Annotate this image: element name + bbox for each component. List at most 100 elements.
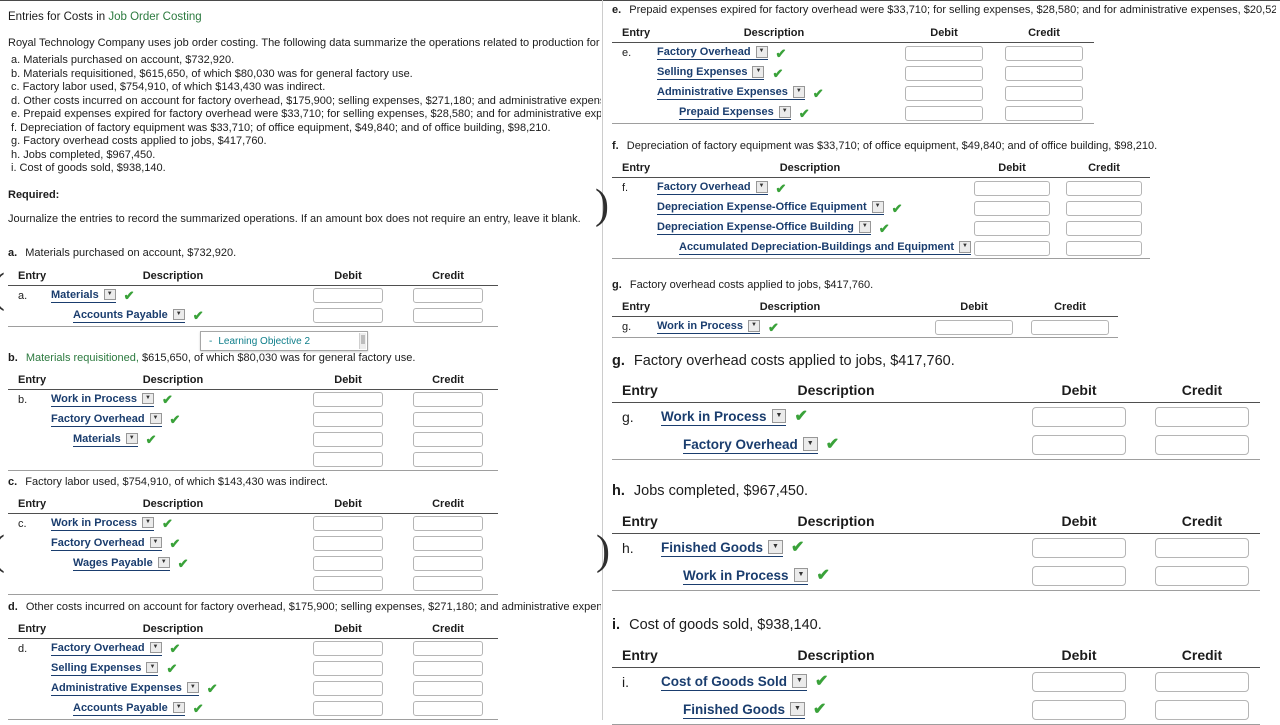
debit-input[interactable] — [313, 681, 383, 696]
debit-input[interactable] — [1032, 538, 1126, 558]
debit-input[interactable] — [905, 45, 983, 61]
account-select[interactable]: Work in Process ▼ — [683, 568, 809, 585]
debit-input[interactable] — [313, 432, 383, 447]
account-select[interactable]: Administrative Expenses ▼ — [657, 86, 805, 100]
account-select-value: Depreciation Expense-Office Building — [657, 221, 854, 233]
account-select[interactable]: Finished Goods ▼ — [683, 702, 805, 719]
credit-input[interactable] — [1155, 700, 1249, 720]
account-select[interactable]: Materials ▼ — [73, 433, 138, 447]
account-select[interactable]: Administrative Expenses ▼ — [51, 682, 199, 696]
credit-input[interactable] — [1155, 407, 1249, 427]
debit-input[interactable] — [974, 180, 1050, 196]
credit-input[interactable] — [1005, 65, 1083, 81]
debit-input[interactable] — [974, 240, 1050, 256]
account-select[interactable]: Factory Overhead ▼ — [657, 181, 768, 195]
account-select[interactable]: Cost of Goods Sold ▼ — [661, 674, 807, 691]
account-select[interactable]: Accumulated Depreciation-Buildings and E… — [679, 241, 971, 255]
credit-input[interactable] — [1066, 180, 1142, 196]
debit-input[interactable] — [313, 661, 383, 676]
debit-input[interactable] — [1032, 672, 1126, 692]
credit-input[interactable] — [1031, 319, 1109, 335]
entry-column-header: Entry — [622, 382, 658, 398]
journal-row: i. Cost of Goods Sold ▼ ✔ — [612, 668, 1260, 696]
account-select[interactable]: Work in Process ▼ — [51, 393, 154, 407]
debit-input[interactable] — [313, 556, 383, 571]
credit-input[interactable] — [413, 701, 483, 716]
credit-input[interactable] — [413, 641, 483, 656]
debit-input[interactable] — [313, 536, 383, 551]
debit-input[interactable] — [974, 200, 1050, 216]
page-title-link[interactable]: Job Order Costing — [108, 11, 202, 23]
debit-input[interactable] — [1032, 700, 1126, 720]
credit-input[interactable] — [413, 452, 483, 467]
credit-input[interactable] — [1155, 435, 1249, 455]
tooltip-link[interactable]: Learning Objective 2 — [218, 335, 311, 347]
debit-input[interactable] — [313, 412, 383, 427]
credit-input[interactable] — [413, 576, 483, 591]
account-select[interactable]: Accounts Payable ▼ — [73, 702, 185, 716]
credit-input[interactable] — [413, 288, 483, 303]
account-select[interactable]: Factory Overhead ▼ — [683, 437, 818, 454]
credit-input[interactable] — [1005, 105, 1083, 121]
account-select[interactable]: Wages Payable ▼ — [73, 557, 170, 571]
account-select[interactable]: Finished Goods ▼ — [661, 540, 783, 557]
account-select[interactable]: Factory Overhead ▼ — [657, 46, 768, 60]
tooltip-scrollbar-thumb[interactable] — [361, 335, 365, 344]
credit-input[interactable] — [1066, 240, 1142, 256]
credit-input[interactable] — [413, 536, 483, 551]
debit-input[interactable] — [313, 516, 383, 531]
description-cell: Selling Expenses ▼ ✔ — [654, 66, 894, 80]
debit-input[interactable] — [313, 392, 383, 407]
section-heading-a-text: Materials purchased on account, $732,920… — [25, 246, 237, 259]
problem-item-f: f. Depreciation of factory equipment was… — [11, 121, 551, 134]
debit-input[interactable] — [935, 319, 1013, 335]
account-select[interactable]: Selling Expenses ▼ — [51, 662, 159, 676]
credit-input[interactable] — [1155, 672, 1249, 692]
debit-input[interactable] — [313, 641, 383, 656]
credit-input[interactable] — [413, 432, 483, 447]
debit-input[interactable] — [905, 85, 983, 101]
debit-input[interactable] — [1032, 407, 1126, 427]
credit-input[interactable] — [1005, 85, 1083, 101]
credit-input[interactable] — [413, 681, 483, 696]
account-select[interactable]: Depreciation Expense-Office Building ▼ — [657, 221, 871, 235]
account-select[interactable]: Depreciation Expense-Office Equipment ▼ — [657, 201, 884, 215]
account-select[interactable]: Factory Overhead ▼ — [51, 413, 162, 427]
account-select[interactable]: Factory Overhead ▼ — [51, 642, 162, 656]
debit-input[interactable] — [974, 220, 1050, 236]
account-select[interactable]: Work in Process ▼ — [51, 517, 154, 531]
credit-input[interactable] — [1066, 220, 1142, 236]
debit-input[interactable] — [313, 288, 383, 303]
credit-input[interactable] — [413, 308, 483, 323]
credit-input[interactable] — [413, 392, 483, 407]
credit-input[interactable] — [1155, 538, 1249, 558]
journal-header-row: Entry Description Debit Credit — [8, 494, 498, 514]
debit-cell — [298, 641, 398, 656]
credit-input[interactable] — [413, 516, 483, 531]
left-column: Entries for Costs in Job Order Costing R… — [8, 1, 601, 720]
journal-row: c. Work in Process ▼ ✔ — [8, 514, 498, 534]
credit-input[interactable] — [413, 661, 483, 676]
credit-input[interactable] — [413, 412, 483, 427]
debit-input[interactable] — [313, 308, 383, 323]
section-heading-b-link[interactable]: Materials requisitioned, — [25, 351, 139, 364]
debit-input[interactable] — [313, 452, 383, 467]
debit-input[interactable] — [1032, 435, 1126, 455]
tooltip-scrollbar[interactable] — [359, 333, 366, 349]
account-select[interactable]: Accounts Payable ▼ — [73, 309, 185, 323]
debit-input[interactable] — [905, 105, 983, 121]
account-select[interactable]: Factory Overhead ▼ — [51, 537, 162, 551]
account-select[interactable]: Selling Expenses ▼ — [657, 66, 765, 80]
account-select[interactable]: Work in Process ▼ — [661, 409, 787, 426]
debit-input[interactable] — [905, 65, 983, 81]
credit-input[interactable] — [1066, 200, 1142, 216]
account-select[interactable]: Materials ▼ — [51, 289, 116, 303]
debit-input[interactable] — [1032, 566, 1126, 586]
debit-input[interactable] — [313, 576, 383, 591]
debit-input[interactable] — [313, 701, 383, 716]
account-select[interactable]: Prepaid Expenses ▼ — [679, 106, 791, 120]
credit-input[interactable] — [413, 556, 483, 571]
credit-input[interactable] — [1155, 566, 1249, 586]
account-select[interactable]: Work in Process ▼ — [657, 320, 760, 334]
credit-input[interactable] — [1005, 45, 1083, 61]
